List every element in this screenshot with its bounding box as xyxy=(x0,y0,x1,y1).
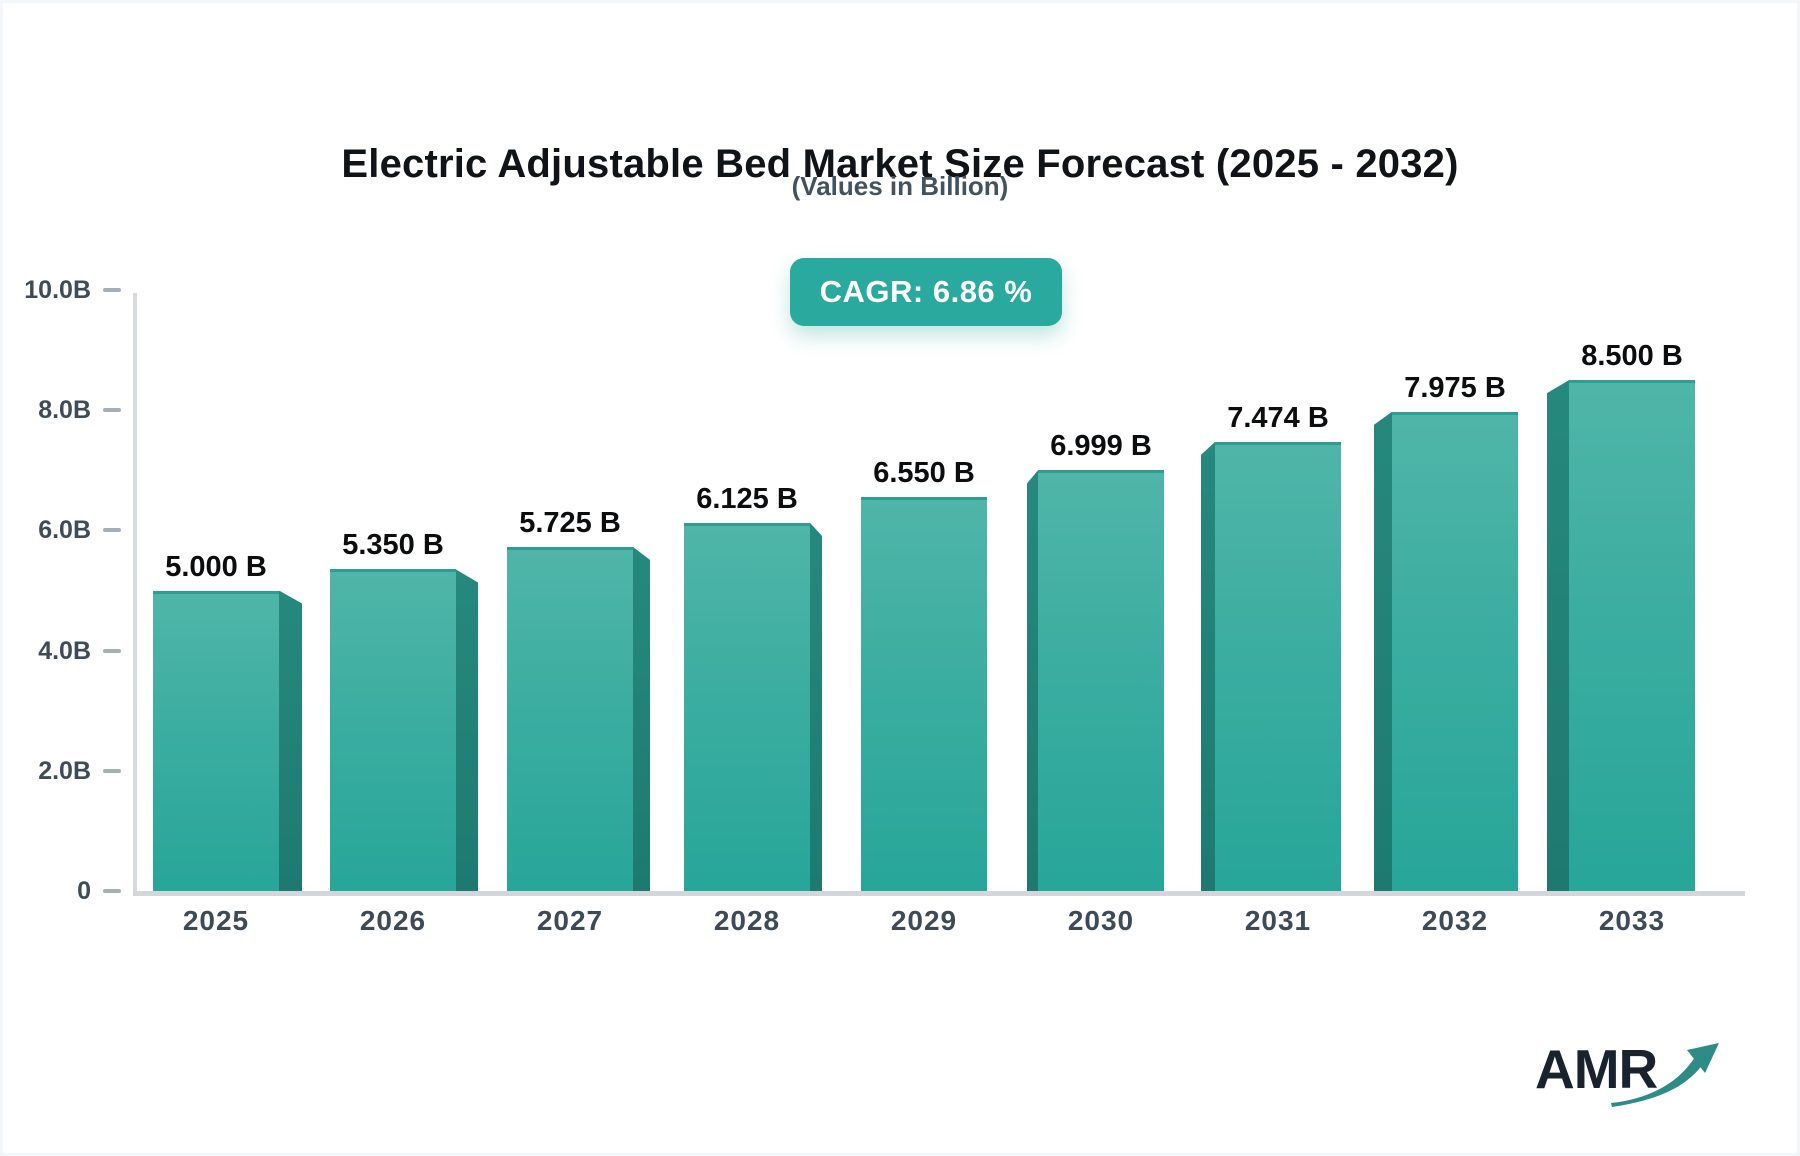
chart-subtitle: (Values in Billion) xyxy=(791,171,1009,201)
bar-side-face xyxy=(1027,470,1038,891)
y-tick-dash xyxy=(103,648,121,653)
growth-arrow-icon xyxy=(1611,1043,1719,1107)
bar xyxy=(861,497,987,891)
bar-side-face xyxy=(1547,380,1569,891)
bar xyxy=(330,569,456,891)
bar xyxy=(684,522,810,891)
y-tick-label: 2.0B xyxy=(38,756,91,785)
bar-value-label: 8.500 B xyxy=(1581,340,1683,373)
bar-value-label: 5.350 B xyxy=(342,529,444,562)
bar xyxy=(153,590,279,891)
x-axis-label: 2028 xyxy=(713,905,781,936)
bar-side-face xyxy=(1201,441,1215,891)
x-axis-label: 2027 xyxy=(536,905,604,936)
y-axis-line xyxy=(133,293,137,896)
bar xyxy=(1038,470,1164,891)
amr-logo: AMR xyxy=(1523,1029,1753,1119)
bar-value-label: 6.125 B xyxy=(696,482,798,515)
y-tick-label: 10.0B xyxy=(24,276,91,304)
y-tick-dash xyxy=(103,889,121,893)
x-axis-label: 2029 xyxy=(890,905,958,936)
x-axis-label: 2026 xyxy=(359,905,427,936)
chart-title: Electric Adjustable Bed Market Size Fore… xyxy=(341,141,1459,186)
bar-value-label: 6.550 B xyxy=(873,457,975,490)
y-tick-dash xyxy=(103,768,121,773)
y-tick-dash xyxy=(103,528,121,533)
x-axis-label: 2032 xyxy=(1421,905,1489,936)
bar-side-face xyxy=(279,590,302,891)
y-tick-label: 6.0B xyxy=(38,516,91,545)
amr-logo-text: AMR xyxy=(1535,1038,1658,1100)
bar-value-label: 5.000 B xyxy=(165,550,267,583)
y-tick-label: 8.0B xyxy=(38,396,91,425)
x-axis-label: 2030 xyxy=(1067,905,1135,936)
x-axis-label: 2033 xyxy=(1598,905,1666,936)
bar-value-label: 7.474 B xyxy=(1227,401,1329,434)
x-axis-line xyxy=(133,891,1745,896)
y-tick-dash xyxy=(103,288,121,292)
bar-side-face xyxy=(456,569,478,891)
bar-value-label: 7.975 B xyxy=(1404,371,1506,404)
x-axis-label: 2025 xyxy=(182,905,250,936)
y-tick-label: 4.0B xyxy=(38,636,91,665)
x-axis-label: 2031 xyxy=(1244,905,1312,936)
cagr-badge: CAGR: 6.86 % xyxy=(790,258,1062,326)
bar-side-face xyxy=(1374,411,1392,891)
bar-value-label: 6.999 B xyxy=(1050,430,1152,463)
bar xyxy=(1392,411,1518,891)
bar-side-face xyxy=(633,546,650,891)
bar xyxy=(1569,380,1695,891)
bar-side-face xyxy=(810,522,822,891)
bar xyxy=(507,546,633,891)
bar-value-label: 5.725 B xyxy=(519,506,621,539)
y-tick-label: 0 xyxy=(77,877,91,905)
y-tick-dash xyxy=(103,408,121,413)
bar xyxy=(1215,441,1341,891)
